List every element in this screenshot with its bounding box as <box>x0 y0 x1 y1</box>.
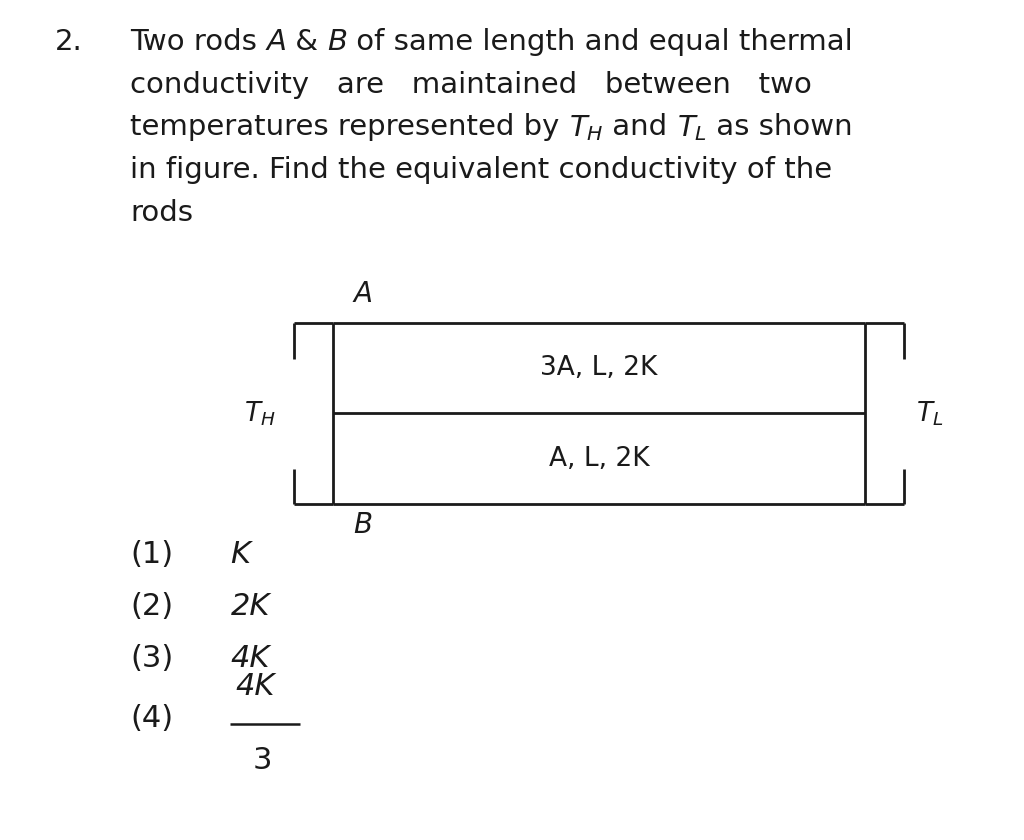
Text: 3A, L, 2K: 3A, L, 2K <box>541 355 657 381</box>
Text: (2): (2) <box>130 592 173 621</box>
Text: $T_L$: $T_L$ <box>916 400 944 428</box>
Text: A: A <box>266 28 286 55</box>
Text: K: K <box>230 540 251 569</box>
Text: of same length and equal thermal: of same length and equal thermal <box>347 28 853 55</box>
Text: B: B <box>328 28 347 55</box>
Text: rods: rods <box>130 199 194 227</box>
Text: in figure. Find the equivalent conductivity of the: in figure. Find the equivalent conductiv… <box>130 156 833 184</box>
Text: &: & <box>286 28 328 55</box>
Text: Two rods: Two rods <box>130 28 266 55</box>
Text: 2.: 2. <box>55 28 83 55</box>
Text: B: B <box>353 511 373 538</box>
Text: and: and <box>603 113 677 141</box>
Text: 3: 3 <box>253 746 272 775</box>
Text: conductivity   are   maintained   between   two: conductivity are maintained between two <box>130 71 812 98</box>
Text: 2K: 2K <box>230 592 269 621</box>
Text: 4K: 4K <box>236 672 274 701</box>
Text: (3): (3) <box>130 644 173 673</box>
Text: A, L, 2K: A, L, 2K <box>549 446 649 471</box>
Text: $T_H$: $T_H$ <box>568 113 603 143</box>
Text: 4K: 4K <box>230 644 269 673</box>
Text: A: A <box>353 281 373 308</box>
Text: $T_L$: $T_L$ <box>677 113 707 143</box>
Text: temperatures represented by: temperatures represented by <box>130 113 568 141</box>
Text: $T_H$: $T_H$ <box>244 400 275 428</box>
Text: (1): (1) <box>130 540 173 569</box>
Text: (4): (4) <box>130 704 173 732</box>
Text: as shown: as shown <box>707 113 852 141</box>
